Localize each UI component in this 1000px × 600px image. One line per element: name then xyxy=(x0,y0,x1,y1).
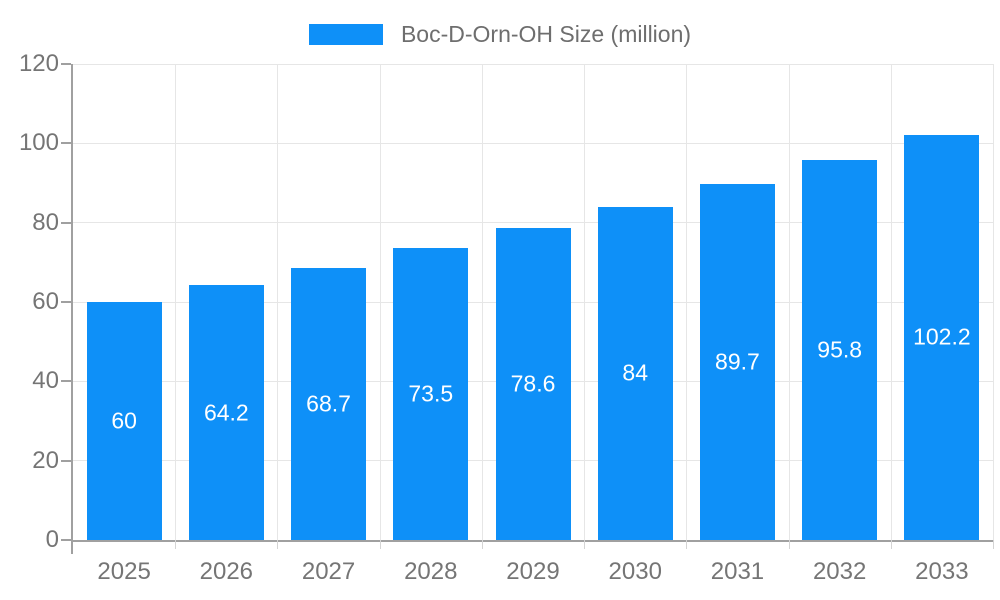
bar-value-label: 84 xyxy=(622,359,649,386)
v-gridline xyxy=(174,64,176,540)
x-tick-mark xyxy=(276,540,278,549)
x-tick-mark xyxy=(174,540,176,549)
bar-value-label: 95.8 xyxy=(817,336,863,363)
bar-2031[interactable]: 89.7 xyxy=(699,184,775,540)
x-tick-mark xyxy=(379,540,381,549)
y-tick-label: 40 xyxy=(32,367,59,395)
bar-2026[interactable]: 64.2 xyxy=(188,285,264,540)
bar-value-label: 60 xyxy=(111,407,137,434)
x-tick-label-2027: 2027 xyxy=(301,558,356,585)
v-gridline xyxy=(276,64,278,540)
y-tick-mark xyxy=(61,142,71,145)
y-tick-mark xyxy=(61,63,71,65)
legend-label: Boc-D-Orn-OH Size (million) xyxy=(400,21,692,47)
x-tick-label-2029: 2029 xyxy=(506,558,560,585)
x-tick-label-2033: 2033 xyxy=(915,558,969,585)
x-tick-mark xyxy=(481,540,483,549)
y-tick-label: 20 xyxy=(32,446,59,474)
x-tick-mark xyxy=(890,540,892,549)
x-tick-mark xyxy=(583,540,585,549)
v-gridline xyxy=(685,64,687,540)
bar-2028[interactable]: 73.5 xyxy=(393,248,469,540)
bar-2030[interactable]: 84 xyxy=(597,206,673,540)
bar-2032[interactable]: 95.8 xyxy=(802,160,878,540)
v-gridline xyxy=(890,64,892,540)
x-axis-line xyxy=(71,540,993,542)
bar-2025[interactable]: 60 xyxy=(86,302,162,540)
x-tick-label-2031: 2031 xyxy=(710,558,765,585)
v-gridline xyxy=(379,64,381,540)
bar-value-label: 73.5 xyxy=(408,380,454,407)
legend[interactable]: Boc-D-Orn-OH Size (million) xyxy=(0,21,1000,48)
y-axis-line xyxy=(71,64,73,554)
v-gridline xyxy=(583,64,585,540)
x-tick-mark xyxy=(685,540,687,549)
h-gridline xyxy=(73,63,993,65)
y-tick-label: 80 xyxy=(32,208,59,236)
y-tick-label: 60 xyxy=(32,288,59,315)
x-tick-label-2032: 2032 xyxy=(812,558,867,585)
h-gridline xyxy=(73,142,993,144)
bar-2029[interactable]: 78.6 xyxy=(495,228,571,540)
bar-value-label: 68.7 xyxy=(306,390,351,417)
v-gridline xyxy=(788,64,790,540)
h-gridline xyxy=(73,222,993,224)
x-tick-label-2030: 2030 xyxy=(608,558,662,585)
x-tick-mark xyxy=(788,540,790,549)
bar-value-label: 78.6 xyxy=(510,370,556,397)
y-tick-mark xyxy=(61,459,71,462)
bar-2027[interactable]: 68.7 xyxy=(291,267,367,540)
bar-value-label: 102.2 xyxy=(913,323,971,350)
y-tick-label: 100 xyxy=(18,129,59,157)
legend-swatch xyxy=(308,24,383,45)
x-tick-label-2028: 2028 xyxy=(404,558,458,585)
plot-area: 60 64.2 68.7 73.5 78.6 84 89.7 95.8 102.2 0 20 40 6… xyxy=(19,52,994,585)
y-tick-mark xyxy=(61,380,71,383)
y-tick-mark xyxy=(61,301,71,303)
bar-value-label: 64.2 xyxy=(203,399,249,426)
y-tick-mark xyxy=(61,221,71,224)
v-gridline xyxy=(481,64,483,540)
v-gridline xyxy=(992,64,994,540)
bar-value-label: 89.7 xyxy=(715,348,760,375)
bar-2033[interactable]: 102.2 xyxy=(904,134,980,540)
y-tick-mark xyxy=(61,539,71,541)
x-tick-label-2026: 2026 xyxy=(199,558,254,585)
x-tick-label-2025: 2025 xyxy=(97,558,151,585)
y-tick-label: 120 xyxy=(18,50,59,77)
x-tick-mark xyxy=(992,540,994,549)
y-tick-label: 0 xyxy=(45,526,59,553)
